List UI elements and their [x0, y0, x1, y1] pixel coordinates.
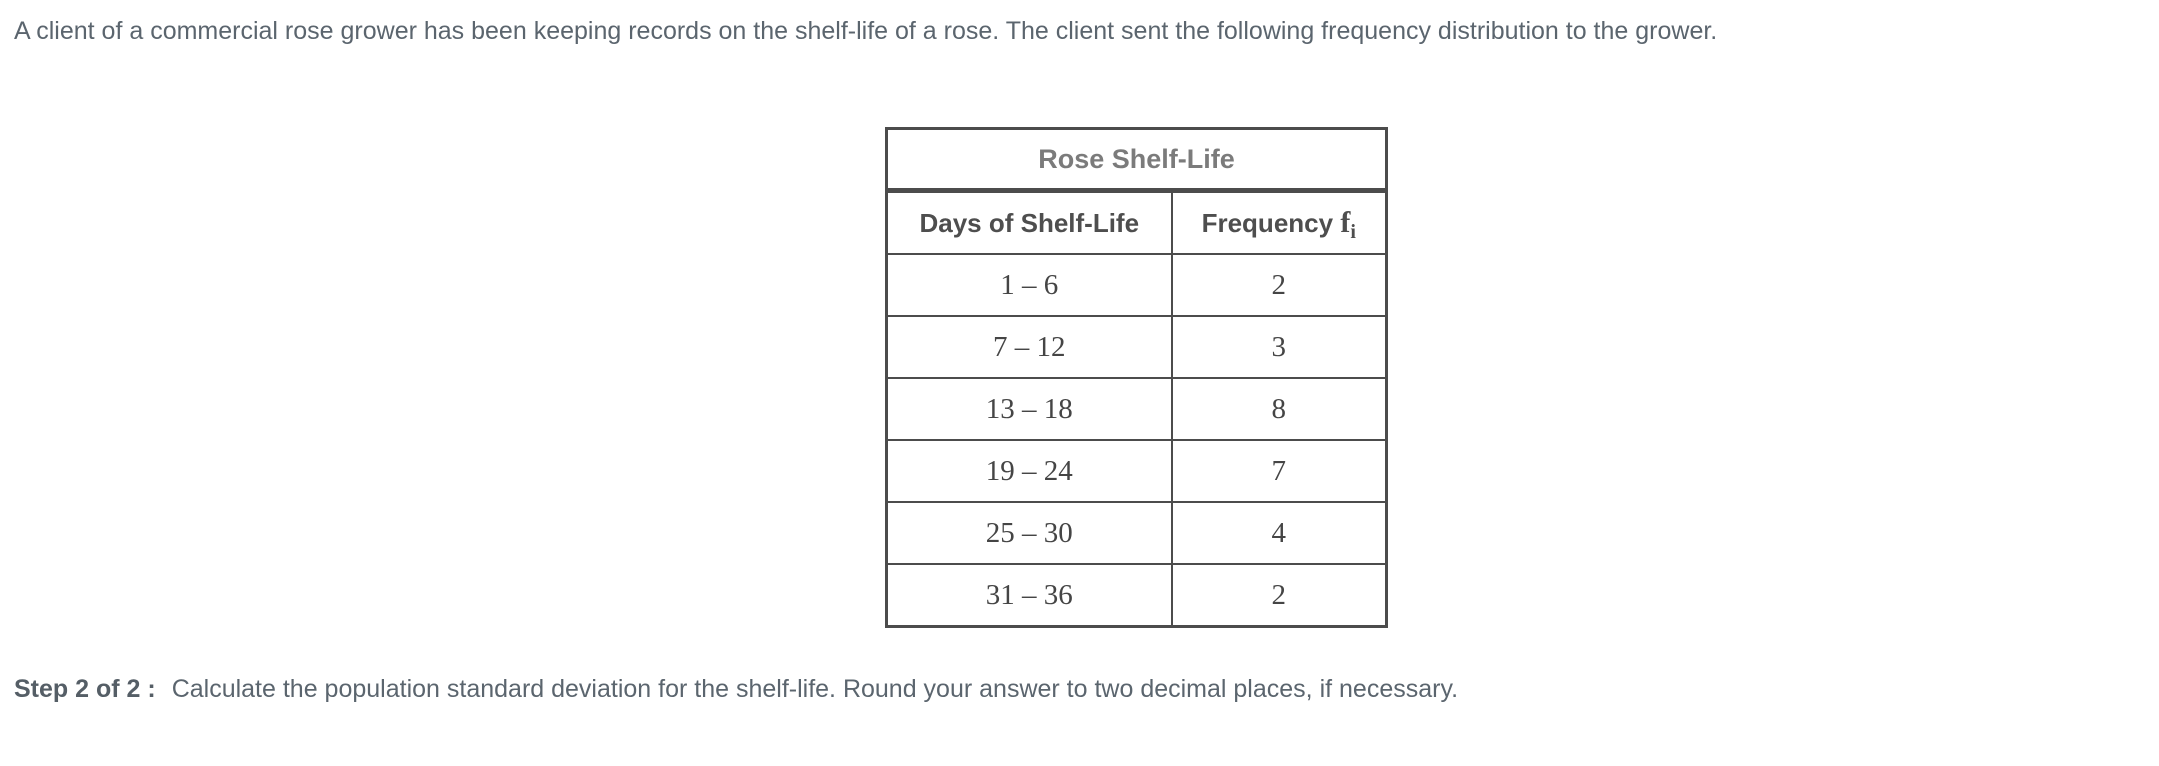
frequency-cell: 3 — [1170, 315, 1388, 379]
frequency-cell: 7 — [1170, 439, 1388, 503]
range-cell: 13 – 18 — [885, 377, 1173, 441]
table-row: 13 – 18 8 — [885, 377, 1388, 441]
table-title: Rose Shelf-Life — [885, 127, 1388, 193]
problem-statement: A client of a commercial rose grower has… — [14, 17, 1718, 45]
frequency-label: Frequency — [1201, 208, 1334, 238]
column-header-frequency: Frequency fi — [1170, 188, 1388, 255]
frequency-cell: 2 — [1170, 563, 1388, 628]
frequency-subscript: i — [1350, 221, 1356, 243]
range-cell: 1 – 6 — [885, 253, 1173, 317]
frequency-cell: 4 — [1170, 501, 1388, 565]
table-header-row: Days of Shelf-Life Frequency fi — [885, 188, 1388, 255]
range-cell: 7 – 12 — [885, 315, 1173, 379]
table-row: 7 – 12 3 — [885, 315, 1388, 379]
column-header-days: Days of Shelf-Life — [885, 188, 1173, 255]
range-cell: 31 – 36 — [885, 563, 1173, 628]
step-instruction-text: Calculate the population standard deviat… — [171, 675, 1459, 703]
table-row: 19 – 24 7 — [885, 439, 1388, 503]
frequency-table: Rose Shelf-Life Days of Shelf-Life Frequ… — [885, 127, 1388, 628]
table-row: 25 – 30 4 — [885, 501, 1388, 565]
table-row: 1 – 6 2 — [885, 253, 1388, 317]
range-cell: 25 – 30 — [885, 501, 1173, 565]
frequency-cell: 2 — [1170, 253, 1388, 317]
range-cell: 19 – 24 — [885, 439, 1173, 503]
table-row: 31 – 36 2 — [885, 563, 1388, 628]
frequency-cell: 8 — [1170, 377, 1388, 441]
frequency-symbol: fi — [1340, 206, 1356, 243]
table-title-row: Rose Shelf-Life — [885, 127, 1388, 193]
step-label: Step 2 of 2 : — [14, 675, 156, 703]
step-instruction-line: Step 2 of 2 : Calculate the population st… — [14, 672, 1458, 707]
